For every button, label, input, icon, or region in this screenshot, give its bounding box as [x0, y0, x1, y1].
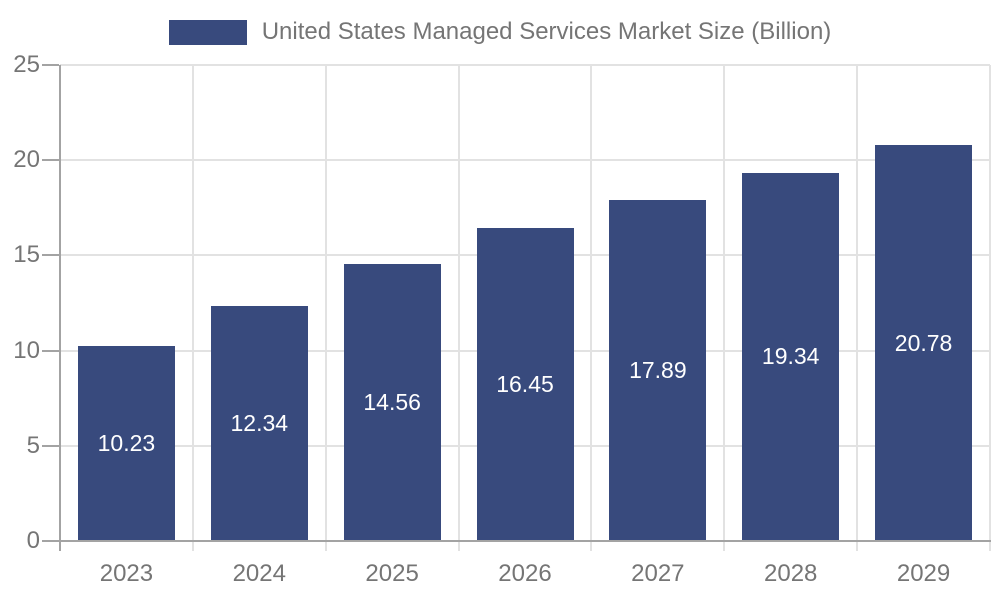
x-axis-tick: [457, 542, 460, 551]
gridline-vertical: [989, 65, 991, 541]
bar-value-label: 14.56: [363, 388, 421, 415]
gridline-horizontal: [60, 64, 990, 66]
y-axis-tick-label: 20: [13, 146, 40, 174]
y-axis-tick-label: 25: [13, 51, 40, 78]
x-axis-tick: [191, 542, 194, 551]
y-axis-tick: [42, 64, 59, 66]
x-axis-tick: [324, 542, 327, 551]
x-axis-tick-label-2023: 2023: [99, 560, 154, 587]
gridline-vertical: [324, 65, 327, 541]
bar-value-label: 10.23: [97, 430, 156, 457]
bar-2023[interactable]: 10.23: [77, 346, 175, 541]
y-axis-tick-label: 0: [26, 527, 40, 554]
x-axis-tick-label-2024: 2024: [232, 560, 286, 587]
gridline-vertical: [723, 65, 726, 541]
gridline-vertical: [191, 65, 194, 541]
x-axis-tick-label-2026: 2026: [498, 560, 552, 587]
x-axis-tick: [723, 542, 726, 551]
legend-swatch: [168, 19, 247, 45]
bar-value-label: 20.78: [894, 329, 953, 356]
plot-area: 10.23 12.34 14.56 16.45 17.89 19.34 20.78: [60, 64, 991, 541]
bar-value-label: 19.34: [761, 343, 820, 370]
bar-value-label: 12.34: [230, 410, 289, 436]
x-axis-tick-label-2027: 2027: [631, 560, 685, 587]
x-axis-tick-label-2025: 2025: [365, 560, 419, 587]
x-axis-tick: [590, 542, 593, 551]
y-axis-tick: [42, 540, 59, 542]
legend[interactable]: United States Managed Services Market Si…: [0, 18, 1000, 45]
bar-2024[interactable]: 12.34: [210, 306, 308, 541]
y-axis-tick-label: 15: [13, 241, 40, 269]
y-axis-tick-label: 10: [13, 336, 40, 364]
gridline-vertical: [457, 65, 460, 541]
bar-value-label: 17.89: [629, 357, 687, 384]
bar-2025[interactable]: 14.56: [343, 263, 441, 541]
bar-2027[interactable]: 17.89: [609, 200, 707, 541]
x-axis-tick: [856, 542, 859, 551]
y-axis-tick: [42, 159, 59, 162]
gridline-horizontal: [60, 159, 990, 162]
y-axis-tick-label: 5: [26, 431, 40, 459]
y-axis-tick: [42, 444, 59, 447]
x-axis-line: [59, 540, 991, 542]
x-axis-tick-label-2029: 2029: [896, 560, 951, 587]
y-axis-tick: [42, 254, 59, 257]
bar-value-label: 16.45: [496, 370, 554, 397]
gridline-vertical: [856, 65, 859, 541]
bar-2029[interactable]: 20.78: [875, 145, 973, 541]
bar-2028[interactable]: 19.34: [742, 172, 840, 541]
bar-2026[interactable]: 16.45: [476, 227, 574, 541]
legend-label: United States Managed Services Market Si…: [261, 18, 832, 45]
y-axis-tick: [42, 349, 59, 352]
x-axis-tick: [989, 542, 991, 551]
y-axis-line: [59, 65, 61, 551]
x-axis-tick-label-2028: 2028: [764, 560, 818, 587]
gridline-vertical: [590, 65, 593, 541]
